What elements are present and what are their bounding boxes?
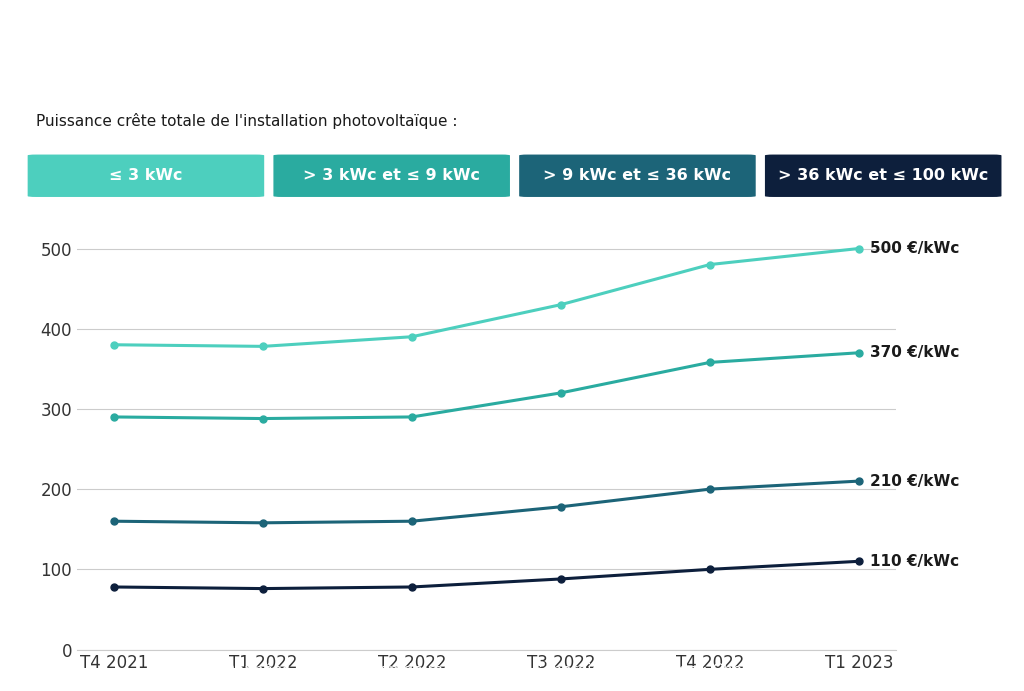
Text: 110 €/kWc: 110 €/kWc	[869, 553, 959, 569]
Text: ≤ 3 kWc: ≤ 3 kWc	[110, 168, 182, 183]
Text: 210 €/kWc: 210 €/kWc	[869, 473, 959, 489]
FancyBboxPatch shape	[273, 155, 510, 197]
Text: > 9 kWc et ≤ 36 kWc: > 9 kWc et ≤ 36 kWc	[544, 168, 731, 183]
Text: 370 €/kWc: 370 €/kWc	[869, 346, 959, 360]
FancyBboxPatch shape	[28, 155, 264, 197]
FancyBboxPatch shape	[765, 155, 1001, 197]
FancyBboxPatch shape	[519, 155, 756, 197]
Text: Évolution des primes à l'autoconsommation: Évolution des primes à l'autoconsommatio…	[116, 28, 908, 68]
Text: > 36 kWc et ≤ 100 kWc: > 36 kWc et ≤ 100 kWc	[778, 168, 988, 183]
Text: > 3 kWc et ≤ 9 kWc: > 3 kWc et ≤ 9 kWc	[303, 168, 480, 183]
Text: Puissance crête totale de l'installation photovoltaïque :: Puissance crête totale de l'installation…	[36, 113, 458, 129]
Text: 500 €/kWc: 500 €/kWc	[869, 241, 959, 256]
Text: Données : Commission de régulation de l'énergie / Illustration : Choisir.com: Données : Commission de régulation de l'…	[223, 662, 801, 679]
